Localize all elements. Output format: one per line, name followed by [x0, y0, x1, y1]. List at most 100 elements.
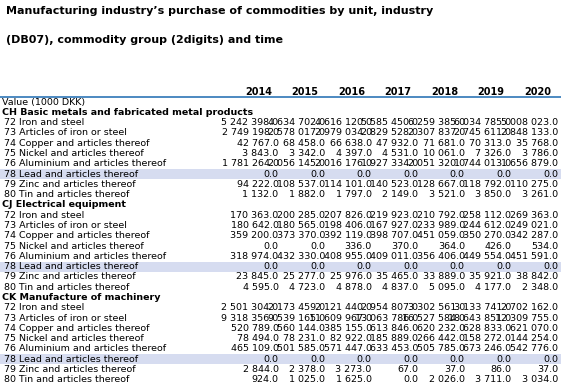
Text: 0.0: 0.0 — [264, 355, 279, 364]
Text: 1 882.0: 1 882.0 — [289, 190, 325, 199]
Text: 266 442.0: 266 442.0 — [417, 334, 465, 343]
Text: 33 889.0: 33 889.0 — [422, 273, 465, 281]
Text: 2 056 145.0: 2 056 145.0 — [268, 159, 325, 168]
Text: 258 112.0: 258 112.0 — [463, 211, 512, 220]
Text: 2 149.0: 2 149.0 — [382, 190, 419, 199]
Text: 4 397.0: 4 397.0 — [335, 149, 372, 158]
Text: Manufacturing industry’s purchase of commodities by unit, industry: Manufacturing industry’s purchase of com… — [6, 6, 433, 16]
Text: 73 Articles of iron or steel: 73 Articles of iron or steel — [4, 221, 127, 230]
Text: 336.0: 336.0 — [344, 242, 372, 251]
Text: 449 554.0: 449 554.0 — [463, 252, 512, 261]
Text: 2 378.0: 2 378.0 — [289, 365, 325, 374]
Text: 398 707.0: 398 707.0 — [370, 231, 419, 240]
Text: 3 521.0: 3 521.0 — [429, 190, 465, 199]
Text: 3 850.0: 3 850.0 — [475, 190, 512, 199]
Text: 72 Iron and steel: 72 Iron and steel — [4, 303, 84, 312]
Text: 76 Aluminium and articles thereof: 76 Aluminium and articles thereof — [4, 252, 166, 261]
Text: 1 781 264.0: 1 781 264.0 — [222, 159, 279, 168]
Text: 74 Copper and articles thereof: 74 Copper and articles thereof — [4, 324, 149, 333]
Text: 534.0: 534.0 — [531, 242, 558, 251]
Text: 5 008 023.0: 5 008 023.0 — [501, 118, 558, 127]
Text: 501 585.0: 501 585.0 — [277, 345, 325, 353]
Text: 170 363.0: 170 363.0 — [231, 211, 279, 220]
Text: 0.0: 0.0 — [403, 262, 419, 271]
Bar — [0, 169, 561, 179]
Text: 73 Articles of iron or steel: 73 Articles of iron or steel — [4, 129, 127, 137]
Text: 94 222.0: 94 222.0 — [237, 180, 279, 189]
Text: 79 Zinc and articles thereof: 79 Zinc and articles thereof — [4, 365, 136, 374]
Text: 0.0: 0.0 — [496, 169, 512, 179]
Text: 11 609 967.0: 11 609 967.0 — [309, 314, 372, 323]
Text: 0.0: 0.0 — [403, 375, 419, 384]
Text: 35 921.0: 35 921.0 — [470, 273, 512, 281]
Text: 0.0: 0.0 — [357, 355, 372, 364]
Text: 2 026.0: 2 026.0 — [429, 375, 465, 384]
Text: 167 927.0: 167 927.0 — [370, 221, 419, 230]
Text: 505 785.0: 505 785.0 — [417, 345, 465, 353]
Text: 72 Iron and steel: 72 Iron and steel — [4, 118, 84, 127]
Text: 0.0: 0.0 — [403, 169, 419, 179]
Text: 318 974.0: 318 974.0 — [231, 252, 279, 261]
Text: 571 447.0: 571 447.0 — [324, 345, 372, 353]
Text: 4 878.0: 4 878.0 — [335, 283, 372, 292]
Text: 180 642.0: 180 642.0 — [231, 221, 279, 230]
Text: 78 Lead and articles thereof: 78 Lead and articles thereof — [4, 262, 138, 271]
Text: 12 309 755.0: 12 309 755.0 — [495, 314, 558, 323]
Text: 7 326.0: 7 326.0 — [475, 149, 512, 158]
Text: 25 976.0: 25 976.0 — [330, 273, 372, 281]
Text: 2 954 807.0: 2 954 807.0 — [361, 303, 419, 312]
Text: 72 Iron and steel: 72 Iron and steel — [4, 211, 84, 220]
Text: 0.0: 0.0 — [357, 262, 372, 271]
Text: 0.0: 0.0 — [496, 262, 512, 271]
Text: CJ Electrical equipment: CJ Electrical equipment — [2, 201, 126, 209]
Text: 185 889.0: 185 889.0 — [370, 334, 419, 343]
Text: 35 768.0: 35 768.0 — [516, 139, 558, 148]
Text: 78 494.0: 78 494.0 — [237, 334, 279, 343]
Text: 0.0: 0.0 — [543, 355, 558, 364]
Text: 0.0: 0.0 — [264, 169, 279, 179]
Text: 110 275.0: 110 275.0 — [510, 180, 558, 189]
Text: 158 272.0: 158 272.0 — [463, 334, 512, 343]
Text: 3 133 741.0: 3 133 741.0 — [454, 303, 512, 312]
Text: 180 565.0: 180 565.0 — [277, 221, 325, 230]
Text: 0.0: 0.0 — [543, 169, 558, 179]
Text: 219 923.0: 219 923.0 — [370, 211, 419, 220]
Text: 0.0: 0.0 — [543, 262, 558, 271]
Text: 4 531.0: 4 531.0 — [382, 149, 419, 158]
Text: 0.0: 0.0 — [310, 262, 325, 271]
Text: 207 826.0: 207 826.0 — [324, 211, 372, 220]
Text: 6 259 385.0: 6 259 385.0 — [408, 118, 465, 127]
Text: 1 744 013.0: 1 744 013.0 — [454, 159, 512, 168]
Text: 76 Aluminium and articles thereof: 76 Aluminium and articles thereof — [4, 159, 166, 168]
Text: 392 119.0: 392 119.0 — [324, 231, 372, 240]
Text: 2 173 459.0: 2 173 459.0 — [268, 303, 325, 312]
Text: 3 261.0: 3 261.0 — [522, 190, 558, 199]
Text: 3 342.0: 3 342.0 — [289, 149, 325, 158]
Text: 4 595.0: 4 595.0 — [242, 283, 279, 292]
Text: CK Manufacture of machinery: CK Manufacture of machinery — [2, 293, 160, 302]
Text: 2017: 2017 — [384, 87, 412, 97]
Text: 4 616 120.0: 4 616 120.0 — [315, 118, 372, 127]
Text: 118 792.0: 118 792.0 — [463, 180, 512, 189]
Text: 628 833.0: 628 833.0 — [463, 324, 512, 333]
Text: 37.0: 37.0 — [537, 365, 558, 374]
Text: 409 011.0: 409 011.0 — [370, 252, 419, 261]
Text: 0.0: 0.0 — [264, 242, 279, 251]
Text: 542 776.0: 542 776.0 — [510, 345, 558, 353]
Text: 621 070.0: 621 070.0 — [510, 324, 558, 333]
Text: 73 Articles of iron or steel: 73 Articles of iron or steel — [4, 314, 127, 323]
Text: 2 745 611.0: 2 745 611.0 — [454, 129, 512, 137]
Text: 370.0: 370.0 — [391, 242, 419, 251]
Text: 75 Nickel and articles thereof: 75 Nickel and articles thereof — [4, 334, 144, 343]
Text: 924.0: 924.0 — [251, 375, 279, 384]
Text: 6 034 785.0: 6 034 785.0 — [454, 118, 512, 127]
Text: 4 634 702.0: 4 634 702.0 — [268, 118, 325, 127]
Text: 3 302 561.0: 3 302 561.0 — [408, 303, 465, 312]
Text: 4 837.0: 4 837.0 — [382, 283, 419, 292]
Text: 0.0: 0.0 — [264, 262, 279, 271]
Text: 2016: 2016 — [338, 87, 365, 97]
Text: 9 318 356.0: 9 318 356.0 — [222, 314, 279, 323]
Text: 2 501 304.0: 2 501 304.0 — [222, 303, 279, 312]
Text: 2 749 198.0: 2 749 198.0 — [222, 129, 279, 137]
Text: 78 Lead and articles thereof: 78 Lead and articles thereof — [4, 355, 138, 364]
